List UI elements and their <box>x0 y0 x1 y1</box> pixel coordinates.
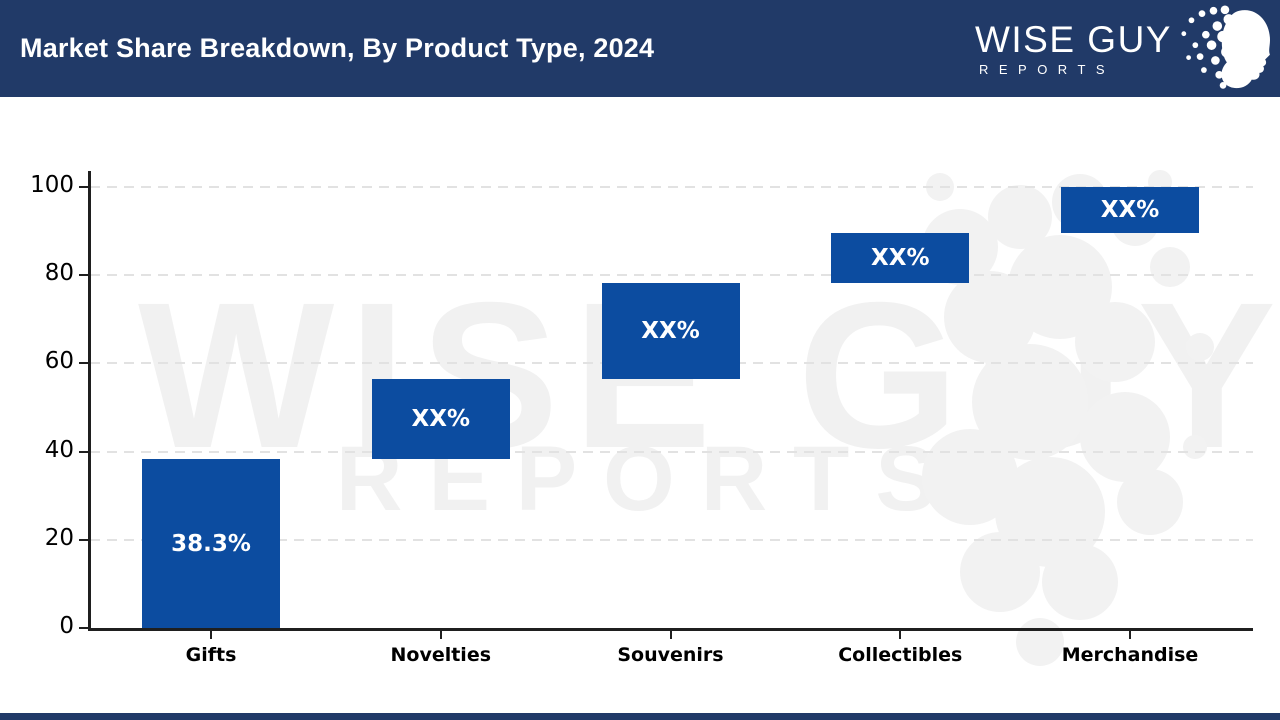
header: Market Share Breakdown, By Product Type,… <box>0 0 1280 97</box>
x-category-label: Souvenirs <box>617 644 724 666</box>
y-axis-tick <box>79 627 88 629</box>
bar-gifts: 38.3% <box>142 459 280 628</box>
x-category-label: Merchandise <box>1061 644 1199 666</box>
x-category-label: Novelties <box>390 644 492 666</box>
y-axis-tick <box>79 538 88 541</box>
y-tick-label: 40 <box>44 436 74 463</box>
y-tick-label: 20 <box>44 524 74 551</box>
bar-value-label: XX% <box>1100 196 1160 223</box>
x-axis-tick <box>899 631 902 639</box>
footer-bar <box>0 713 1280 720</box>
y-tick-label: 60 <box>44 348 74 375</box>
bar-value-label: XX% <box>870 244 930 271</box>
x-category-label: Gifts <box>185 644 237 666</box>
gridline <box>90 538 1253 541</box>
x-axis-tick <box>1129 631 1131 639</box>
gridline <box>90 274 1253 277</box>
y-axis-tick <box>79 186 88 188</box>
logo-subtext: REPORTS <box>978 62 1116 77</box>
bar-novelties: XX% <box>371 378 510 460</box>
logo-text: WISE GUY REPORTS <box>975 21 1172 77</box>
bar-merchandise: XX% <box>1061 187 1199 233</box>
y-axis-line <box>88 171 91 631</box>
x-axis-tick <box>669 631 672 639</box>
bar-value-label: XX% <box>411 405 470 432</box>
y-tick-label: 80 <box>44 260 74 287</box>
page-title: Market Share Breakdown, By Product Type,… <box>20 33 655 63</box>
x-axis-line <box>88 628 1253 631</box>
x-axis-tick <box>439 631 442 639</box>
y-tick-label: 100 <box>30 172 74 198</box>
y-axis-tick <box>79 274 88 277</box>
y-tick-label: 0 <box>59 613 74 639</box>
x-category-label: Collectibles <box>838 644 963 666</box>
bar-collectibles: XX% <box>831 232 970 283</box>
gridline <box>90 186 1253 188</box>
wiseguy-logo: WISE GUY REPORTS <box>975 4 1272 94</box>
chart-area: WISE GUY REPORTS 02040608010038.3%GiftsX… <box>0 97 1280 720</box>
logo-wordmark: WISE GUY <box>974 19 1172 60</box>
x-axis-tick <box>210 631 212 639</box>
gridline <box>90 450 1253 453</box>
bar-value-label: 38.3% <box>171 530 251 557</box>
bar-souvenirs: XX% <box>601 282 740 379</box>
logo-face-icon <box>1181 5 1271 89</box>
bar-value-label: XX% <box>641 317 700 344</box>
y-axis-tick <box>79 450 88 453</box>
y-axis-tick <box>79 362 88 365</box>
